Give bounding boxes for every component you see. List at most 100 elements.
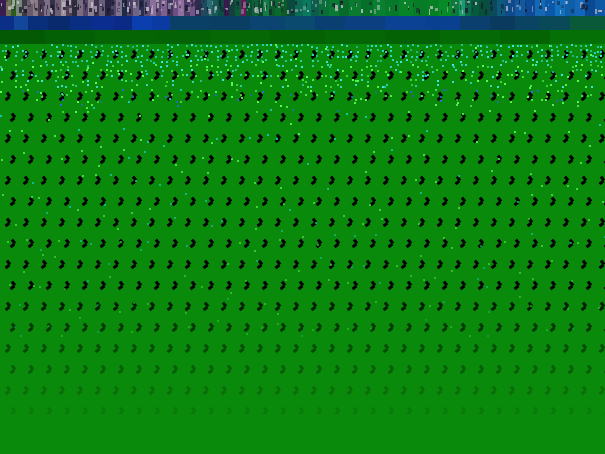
dither-dot [542, 80, 544, 82]
pattern-speck [487, 335, 489, 337]
toolbar-noise [291, 9, 293, 11]
pattern-tick [346, 134, 353, 142]
dither-dot [67, 69, 69, 71]
pattern-speck [31, 196, 33, 198]
toolbar-noise [332, 3, 335, 7]
pattern-tick [243, 113, 250, 121]
dither-dot [390, 50, 392, 52]
toolbar-noise [264, 2, 266, 7]
dither-dot [107, 55, 109, 57]
dither-dot [77, 101, 79, 103]
dither-dot [446, 71, 448, 73]
toolbar-noise [207, 10, 209, 16]
dither-dot [521, 54, 523, 56]
dither-dot [436, 69, 438, 71]
dither-dot [61, 85, 63, 87]
pattern-tick [477, 113, 484, 121]
dither-dot [367, 45, 369, 47]
toolbar-noise [306, 3, 307, 7]
dither-dot [81, 104, 83, 106]
dither-dot [515, 70, 517, 72]
dither-dot [327, 64, 329, 66]
pattern-tick [135, 239, 142, 247]
dither-dot [385, 51, 387, 53]
pattern-tick [238, 260, 245, 268]
dither-dot [450, 46, 452, 48]
dither-dot [285, 51, 287, 53]
pattern-tick [243, 239, 250, 247]
pattern-tick [202, 218, 209, 226]
toolbar-noise [552, 1, 554, 3]
dither-dot [290, 54, 292, 56]
toolbar-noise [566, 1, 567, 4]
toolbar-noise [351, 7, 352, 10]
dither-dot [166, 61, 168, 63]
pattern-tick [585, 113, 592, 121]
dither-dot [330, 76, 332, 78]
toolbar-noise [315, 4, 317, 7]
toolbar-noise [254, 2, 255, 8]
dither-dot [566, 54, 568, 56]
dither-dot [81, 60, 83, 62]
dither-dot [350, 66, 352, 68]
toolbar-fragment [111, 0, 116, 16]
dither-dot [325, 85, 327, 87]
toolbar-noise [275, 6, 276, 8]
dither-dot [266, 50, 268, 52]
dither-dot [340, 79, 342, 81]
pattern-tick [351, 239, 358, 247]
toolbar-fragment [72, 0, 77, 16]
pattern-speck [504, 83, 506, 85]
address-bar-fragment [70, 16, 92, 30]
pattern-tick [580, 344, 587, 352]
dither-dot [160, 66, 162, 68]
pattern-tick [585, 281, 592, 289]
toolbar-fragment [122, 0, 127, 16]
dither-dot [486, 46, 488, 48]
pattern-tick [423, 281, 430, 289]
dither-dot [86, 69, 88, 71]
toolbar-noise [241, 9, 244, 14]
dither-dot [15, 64, 17, 66]
dither-dot [356, 56, 358, 58]
pattern-tick [4, 176, 11, 184]
pattern-speck [301, 335, 303, 337]
window-toolbar[interactable] [0, 0, 605, 16]
dither-dot [230, 65, 232, 67]
dither-dot [572, 66, 574, 68]
pattern-speck [275, 44, 277, 46]
pattern-tick [513, 239, 520, 247]
pattern-tick [418, 134, 425, 142]
pattern-tick [279, 365, 286, 373]
pattern-speck [40, 249, 42, 251]
dither-dot [166, 65, 168, 67]
dither-dot [261, 60, 263, 62]
dither-dot [180, 101, 182, 103]
dither-dot [65, 86, 67, 88]
dither-dot [390, 66, 392, 68]
dither-dot [541, 60, 543, 62]
address-bar[interactable] [0, 16, 605, 30]
toolbar-fragment [77, 0, 83, 16]
pattern-tick [477, 155, 484, 163]
dither-dot [526, 45, 528, 47]
dither-dot [472, 50, 474, 52]
dither-dot [396, 61, 398, 63]
dither-dot [170, 51, 172, 53]
pattern-tick [423, 197, 430, 205]
dither-artifact-layer [0, 44, 605, 114]
toolbar-fragment [575, 0, 585, 16]
toolbar-noise [291, 10, 294, 13]
toolbar-noise [57, 8, 59, 10]
pattern-tick [328, 176, 335, 184]
pattern-speck [531, 194, 533, 196]
dither-dot [136, 84, 138, 86]
pattern-tick [153, 239, 160, 247]
dither-dot [361, 74, 363, 76]
dither-dot [281, 45, 283, 47]
toolbar-noise [319, 0, 322, 4]
pattern-tick [567, 113, 574, 121]
toolbar-noise [416, 8, 419, 13]
content-viewport[interactable] [0, 44, 605, 454]
pattern-tick [477, 323, 484, 331]
